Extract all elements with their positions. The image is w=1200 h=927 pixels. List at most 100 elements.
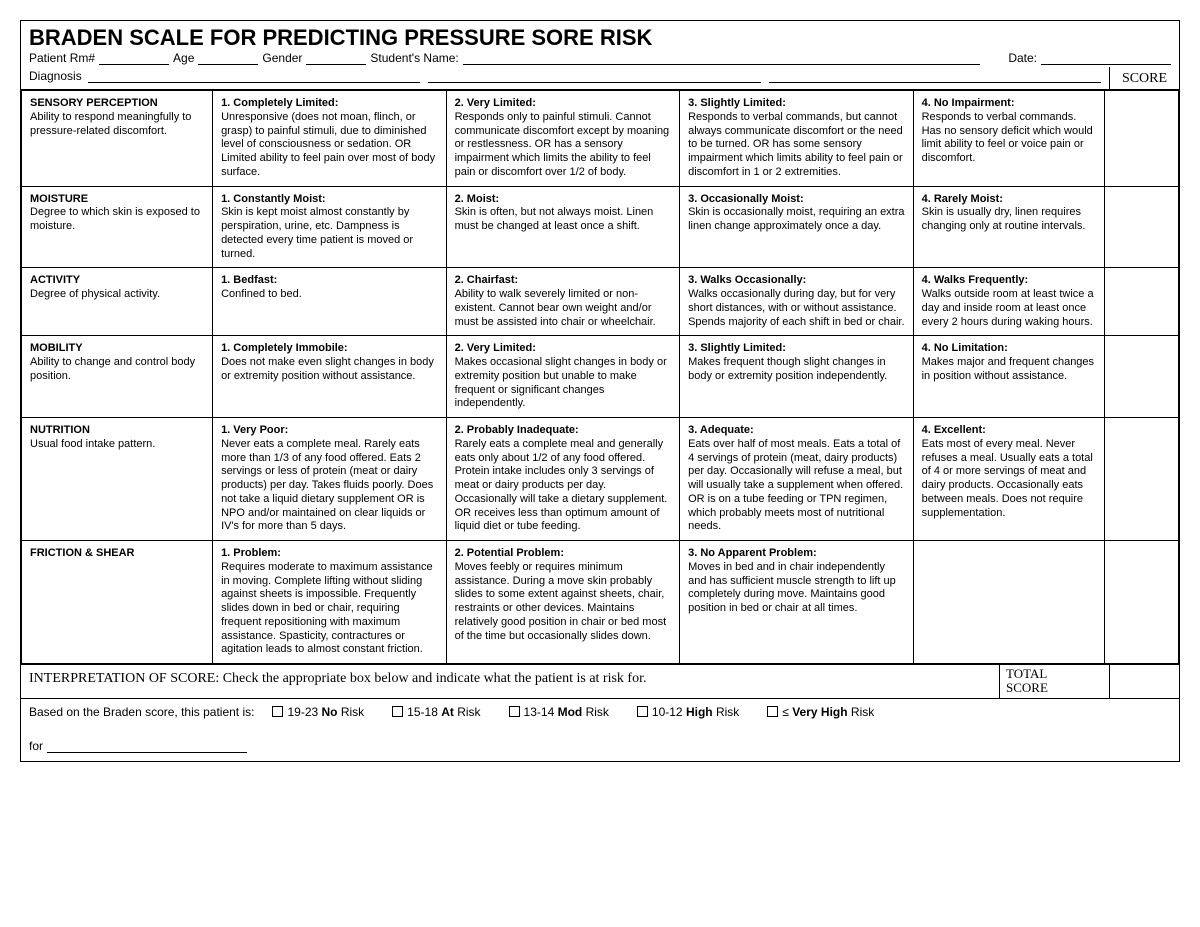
option-cell[interactable]: 1. Completely Limited:Unresponsive (does…: [213, 91, 447, 187]
input-patient-rm[interactable]: [99, 51, 169, 65]
option-title: 3. No Apparent Problem:: [688, 547, 905, 561]
risk-intro: Based on the Braden score, this patient …: [29, 705, 254, 719]
risk-label: 19-23 No Risk: [287, 705, 364, 719]
checkbox-icon[interactable]: [767, 706, 778, 717]
score-cell[interactable]: [1104, 541, 1178, 664]
option-title: 4. Walks Frequently:: [922, 274, 1096, 288]
category-moisture: MOISTUREDegree to which skin is exposed …: [22, 186, 213, 268]
option-cell[interactable]: 2. Potential Problem:Moves feebly or req…: [446, 541, 680, 664]
option-text: Moves in bed and in chair independently …: [688, 561, 905, 616]
option-cell[interactable]: 3. Adequate:Eats over half of most meals…: [680, 418, 914, 541]
risk-option[interactable]: ≤ Very High Risk: [767, 705, 874, 719]
option-cell[interactable]: 2. Probably Inadequate:Rarely eats a com…: [446, 418, 680, 541]
option-cell[interactable]: 1. Very Poor:Never eats a complete meal.…: [213, 418, 447, 541]
total-score-cell[interactable]: [1109, 665, 1179, 698]
option-cell[interactable]: 2. Very Limited:Responds only to painful…: [446, 91, 680, 187]
label-patient-rm: Patient Rm#: [29, 51, 95, 65]
category-title: ACTIVITY: [30, 274, 204, 288]
interpretation-text: INTERPRETATION OF SCORE: Check the appro…: [21, 665, 999, 698]
option-title: 3. Slightly Limited:: [688, 342, 905, 356]
option-cell[interactable]: 1. Completely Immobile:Does not make eve…: [213, 336, 447, 418]
input-diagnosis-2[interactable]: [428, 69, 760, 83]
checkbox-icon[interactable]: [637, 706, 648, 717]
risk-label: ≤ Very High Risk: [782, 705, 874, 719]
option-title: 3. Occasionally Moist:: [688, 193, 905, 207]
option-text: Eats over half of most meals. Eats a tot…: [688, 438, 905, 534]
option-title: 2. Potential Problem:: [455, 547, 672, 561]
option-cell[interactable]: 3. Occasionally Moist:Skin is occasional…: [680, 186, 914, 268]
option-cell[interactable]: 1. Constantly Moist:Skin is kept moist a…: [213, 186, 447, 268]
option-cell[interactable]: 4. Rarely Moist:Skin is usually dry, lin…: [913, 186, 1104, 268]
category-title: FRICTION & SHEAR: [30, 547, 204, 561]
option-text: Never eats a complete meal. Rarely eats …: [221, 438, 438, 534]
option-title: 1. Constantly Moist:: [221, 193, 438, 207]
option-text: Makes occasional slight changes in body …: [455, 356, 672, 411]
option-text: Walks occasionally during day, but for v…: [688, 288, 905, 329]
option-cell[interactable]: [913, 541, 1104, 664]
label-gender: Gender: [262, 51, 302, 65]
braden-grid: SENSORY PERCEPTIONAbility to respond mea…: [21, 90, 1179, 664]
total-score-label: TOTALSCORE: [999, 665, 1109, 698]
category-title: NUTRITION: [30, 424, 204, 438]
checkbox-icon[interactable]: [509, 706, 520, 717]
option-title: 3. Walks Occasionally:: [688, 274, 905, 288]
option-cell[interactable]: 3. Slightly Limited:Responds to verbal c…: [680, 91, 914, 187]
checkbox-icon[interactable]: [392, 706, 403, 717]
score-cell[interactable]: [1104, 268, 1178, 336]
option-cell[interactable]: 3. Walks Occasionally:Walks occasionally…: [680, 268, 914, 336]
label-student: Student's Name:: [370, 51, 458, 65]
option-cell[interactable]: 1. Problem:Requires moderate to maximum …: [213, 541, 447, 664]
input-date[interactable]: [1041, 51, 1171, 65]
input-diagnosis-1[interactable]: [88, 69, 420, 83]
option-cell[interactable]: 3. No Apparent Problem:Moves in bed and …: [680, 541, 914, 664]
input-diagnosis-3[interactable]: [769, 69, 1101, 83]
option-title: 4. Excellent:: [922, 424, 1096, 438]
option-title: 3. Adequate:: [688, 424, 905, 438]
option-text: Responds only to painful stimuli. Cannot…: [455, 111, 672, 180]
input-for[interactable]: [47, 739, 247, 753]
risk-option[interactable]: 13-14 Mod Risk: [509, 705, 609, 719]
option-cell[interactable]: 4. No Limitation:Makes major and frequen…: [913, 336, 1104, 418]
risk-selection-row: Based on the Braden score, this patient …: [21, 698, 1179, 761]
option-cell[interactable]: 2. Chairfast:Ability to walk severely li…: [446, 268, 680, 336]
category-subtext: Degree of physical activity.: [30, 288, 204, 302]
option-cell[interactable]: 4. No Impairment:Responds to verbal comm…: [913, 91, 1104, 187]
input-age[interactable]: [198, 51, 258, 65]
patient-info-line: Patient Rm# Age Gender Student's Name: D…: [21, 51, 1179, 67]
option-text: Eats most of every meal. Never refuses a…: [922, 438, 1096, 521]
risk-option[interactable]: 19-23 No Risk: [272, 705, 364, 719]
score-cell[interactable]: [1104, 186, 1178, 268]
label-date: Date:: [1008, 51, 1037, 65]
option-title: 1. Bedfast:: [221, 274, 438, 288]
input-gender[interactable]: [306, 51, 366, 65]
option-cell[interactable]: 1. Bedfast:Confined to bed.: [213, 268, 447, 336]
option-title: 2. Chairfast:: [455, 274, 672, 288]
option-cell[interactable]: 2. Moist:Skin is often, but not always m…: [446, 186, 680, 268]
risk-option[interactable]: 10-12 High Risk: [637, 705, 739, 719]
option-title: 2. Very Limited:: [455, 97, 672, 111]
option-title: 1. Completely Immobile:: [221, 342, 438, 356]
option-cell[interactable]: 4. Excellent:Eats most of every meal. Ne…: [913, 418, 1104, 541]
option-title: 1. Very Poor:: [221, 424, 438, 438]
option-text: Confined to bed.: [221, 288, 438, 302]
risk-label: 15-18 At Risk: [407, 705, 480, 719]
risk-option[interactable]: 15-18 At Risk: [392, 705, 480, 719]
option-text: Responds to verbal commands, but cannot …: [688, 111, 905, 180]
option-cell[interactable]: 4. Walks Frequently:Walks outside room a…: [913, 268, 1104, 336]
option-title: 3. Slightly Limited:: [688, 97, 905, 111]
label-age: Age: [173, 51, 194, 65]
option-text: Responds to verbal commands. Has no sens…: [922, 111, 1096, 166]
category-title: MOBILITY: [30, 342, 204, 356]
option-cell[interactable]: 3. Slightly Limited:Makes frequent thoug…: [680, 336, 914, 418]
checkbox-icon[interactable]: [272, 706, 283, 717]
category-subtext: Degree to which skin is exposed to moist…: [30, 206, 204, 234]
score-cell[interactable]: [1104, 418, 1178, 541]
input-student[interactable]: [463, 51, 981, 65]
score-column-header: SCORE: [1109, 67, 1179, 89]
score-cell[interactable]: [1104, 336, 1178, 418]
option-text: Moves feebly or requires minimum assista…: [455, 561, 672, 644]
score-cell[interactable]: [1104, 91, 1178, 187]
category-title: MOISTURE: [30, 193, 204, 207]
category-subtext: Usual food intake pattern.: [30, 438, 204, 452]
option-cell[interactable]: 2. Very Limited:Makes occasional slight …: [446, 336, 680, 418]
